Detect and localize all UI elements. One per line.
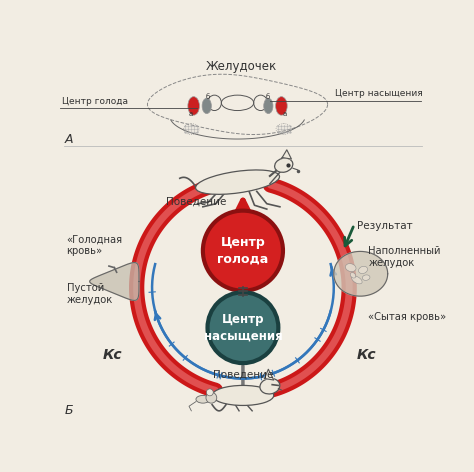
Text: Поведение: Поведение bbox=[165, 196, 226, 206]
Ellipse shape bbox=[196, 170, 280, 194]
Text: Б: Б bbox=[64, 405, 73, 417]
Ellipse shape bbox=[196, 396, 210, 403]
Ellipse shape bbox=[212, 386, 273, 405]
Text: б: б bbox=[205, 93, 210, 100]
Text: б: б bbox=[265, 93, 270, 100]
Text: «Сытая кровь»: «Сытая кровь» bbox=[368, 312, 447, 322]
Polygon shape bbox=[282, 150, 292, 159]
Ellipse shape bbox=[260, 379, 280, 394]
Circle shape bbox=[206, 389, 213, 396]
Ellipse shape bbox=[352, 276, 362, 284]
Polygon shape bbox=[334, 252, 388, 296]
Ellipse shape bbox=[276, 97, 287, 115]
Polygon shape bbox=[264, 369, 273, 380]
Text: Центр
насыщения: Центр насыщения bbox=[203, 312, 283, 343]
Text: Кс: Кс bbox=[357, 348, 377, 362]
Text: Результат: Результат bbox=[357, 221, 412, 231]
Text: Поведение: Поведение bbox=[213, 369, 273, 379]
Text: Кс: Кс bbox=[103, 348, 123, 362]
Ellipse shape bbox=[202, 98, 211, 114]
Text: Наполненный
желудок: Наполненный желудок bbox=[368, 246, 441, 268]
Text: а: а bbox=[189, 111, 193, 118]
Ellipse shape bbox=[358, 266, 367, 274]
Text: Центр голода: Центр голода bbox=[62, 97, 128, 106]
Text: Желудочек: Желудочек bbox=[206, 60, 277, 73]
Text: «Голодная
кровь»: «Голодная кровь» bbox=[66, 235, 123, 256]
Text: Центр насыщения: Центр насыщения bbox=[335, 89, 422, 98]
Polygon shape bbox=[90, 262, 139, 300]
Text: А: А bbox=[64, 133, 73, 146]
Ellipse shape bbox=[350, 273, 356, 278]
Circle shape bbox=[206, 392, 217, 403]
Ellipse shape bbox=[346, 264, 356, 271]
Text: Центр
голода: Центр голода bbox=[217, 236, 269, 266]
Ellipse shape bbox=[274, 158, 293, 172]
Circle shape bbox=[203, 211, 283, 291]
Text: а: а bbox=[283, 111, 287, 118]
Circle shape bbox=[208, 292, 278, 363]
Ellipse shape bbox=[264, 98, 273, 114]
Text: Пустой
желудок: Пустой желудок bbox=[66, 283, 113, 304]
Ellipse shape bbox=[188, 97, 200, 115]
Ellipse shape bbox=[362, 275, 370, 280]
